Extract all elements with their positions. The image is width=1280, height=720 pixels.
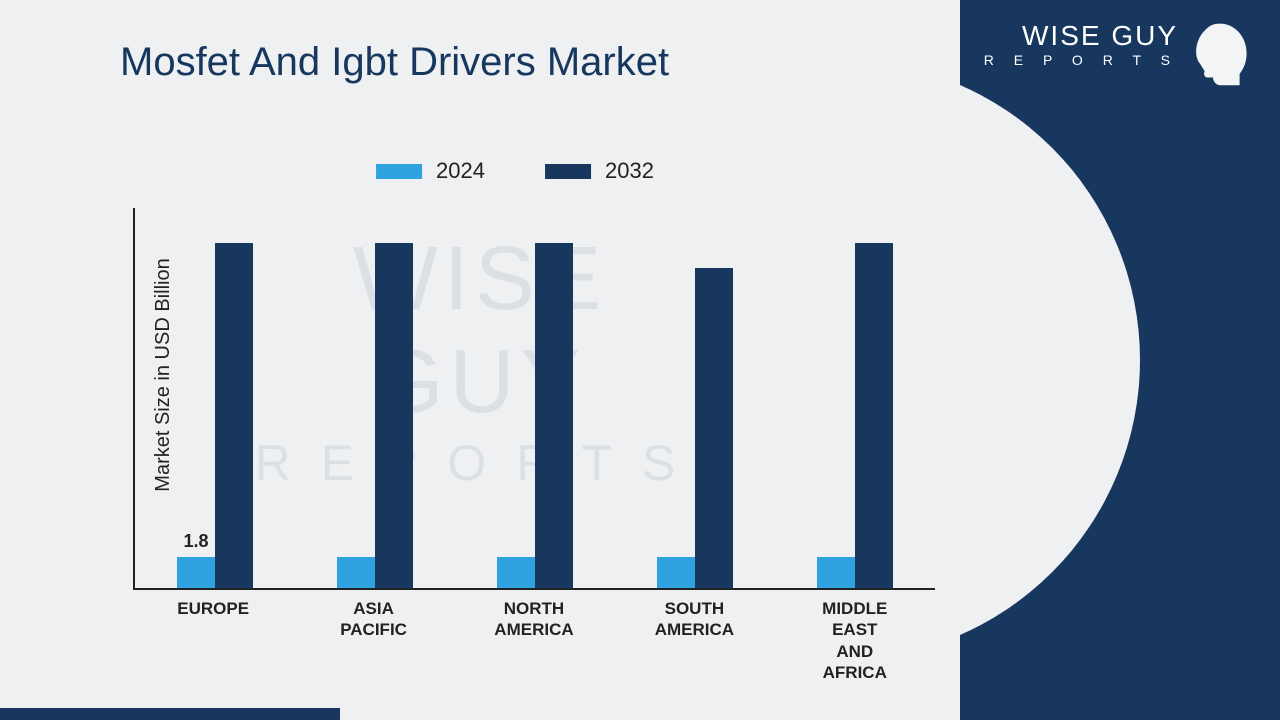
legend-item-2032: 2032 [545,158,654,184]
x-axis-label: SOUTHAMERICA [634,598,754,683]
footer-stripe [0,708,340,720]
bar: 1.8 [177,557,215,588]
head-icon [1180,18,1260,88]
bar [535,243,573,588]
brand-sidebar: WISE GUY R E P O R T S [960,0,1280,720]
legend-swatch-icon [545,164,591,179]
bar-group [497,208,573,588]
bar-group [337,208,413,588]
arc-cutout [960,60,1140,660]
legend-swatch-icon [376,164,422,179]
chart-title: Mosfet And Igbt Drivers Market [120,40,669,85]
legend-item-2024: 2024 [376,158,485,184]
bar [337,557,375,588]
bar-group [657,208,733,588]
x-axis-label: NORTHAMERICA [474,598,594,683]
bar-group [817,208,893,588]
bar [497,557,535,588]
x-axis-label: EUROPE [153,598,273,683]
bar [375,243,413,588]
plot-region: 1.8 [133,208,935,590]
bar [215,243,253,588]
bar [695,268,733,588]
x-axis-label: ASIAPACIFIC [314,598,434,683]
chart-area: Market Size in USD Billion 2024 2032 1.8… [95,160,935,590]
x-axis-label: MIDDLEEASTANDAFRICA [795,598,915,683]
bar [817,557,855,588]
bar-value-label: 1.8 [183,531,208,552]
bar-group: 1.8 [177,208,253,588]
brand-logo: WISE GUY R E P O R T S [984,20,1250,68]
bar-groups: 1.8 [135,208,935,588]
bar [855,243,893,588]
legend-label: 2032 [605,158,654,184]
legend-label: 2024 [436,158,485,184]
legend: 2024 2032 [376,158,654,184]
x-axis-labels: EUROPE ASIAPACIFIC NORTHAMERICA SOUTHAMERIC… [133,598,935,683]
bar [657,557,695,588]
chart-panel: Mosfet And Igbt Drivers Market WISE GUY … [0,0,960,720]
